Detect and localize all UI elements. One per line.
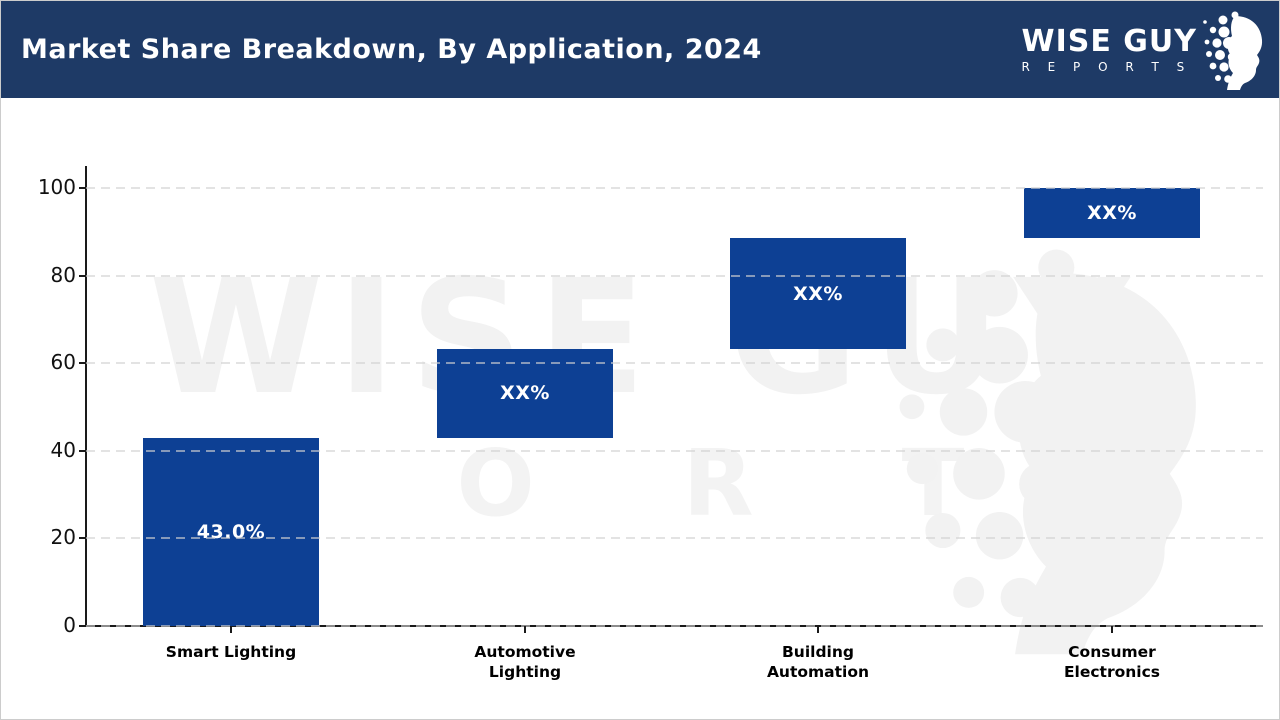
y-axis-tick	[79, 625, 86, 627]
x-axis-tick	[1111, 626, 1113, 633]
x-category-label-line: Lighting	[488, 663, 562, 682]
y-tick-label: 0	[63, 613, 76, 637]
x-category-label-line: Electronics	[1063, 663, 1161, 682]
y-axis-tick	[79, 449, 86, 452]
x-category-label: Smart Lighting	[121, 642, 341, 662]
logo-text: WISE GUY R E P O R T S	[1021, 23, 1197, 74]
x-category-label: Automotive Lighting	[415, 642, 635, 682]
y-axis-tick	[79, 537, 86, 540]
logo-wordmark: WISE GUY	[1021, 23, 1197, 59]
x-axis-tick	[524, 626, 526, 633]
page-title: Market Share Breakdown, By Application, …	[21, 34, 762, 65]
x-category-label: Consumer Electronics	[1002, 642, 1222, 682]
x-axis-tick	[230, 626, 232, 633]
gridline	[86, 625, 1263, 627]
x-category-label-line: Automotive	[474, 643, 576, 661]
y-tick-label: 80	[50, 262, 76, 287]
bar-segment: XX%	[1024, 188, 1200, 238]
x-category-label: Building Automation	[708, 642, 928, 682]
y-axis-tick	[79, 362, 86, 365]
y-tick-label: 60	[50, 350, 76, 375]
bar-value-label: 43.0%	[196, 520, 266, 543]
bar-value-label: XX%	[793, 282, 843, 305]
logo-face-icon	[1203, 11, 1263, 90]
y-tick-label: 40	[50, 437, 76, 462]
bar-segment: 43.0%	[143, 437, 319, 626]
bar-value-label: XX%	[1087, 201, 1137, 224]
x-category-label-line: Automation	[766, 663, 870, 682]
y-tick-label: 20	[50, 525, 76, 550]
gridline	[86, 274, 1263, 277]
y-axis	[85, 166, 87, 627]
x-category-label-line: Building	[781, 643, 854, 661]
y-axis-tick	[79, 274, 86, 277]
x-category-label-line: Consumer	[1068, 643, 1156, 661]
plot-area: 43.0% XX% XX% XX% 0 20 40 60 80 100 Smart Lighting…	[1, 98, 1279, 719]
logo-subtitle: R E P O R T S	[1021, 59, 1192, 74]
wiseguy-logo: WISE GUY R E P O R T S	[1021, 9, 1265, 91]
y-axis-tick	[79, 187, 86, 189]
chart-canvas: WISE GUY P O R T S 43.0% XX% XX% XX% 0 20 40 60…	[1, 98, 1279, 719]
y-tick-label: 100	[37, 175, 76, 199]
bar-segment: XX%	[730, 237, 906, 350]
x-category-label-line: Smart Lighting	[165, 643, 297, 661]
gridline	[86, 187, 1263, 189]
gridline	[86, 449, 1263, 452]
gridline	[86, 362, 1263, 365]
gridline	[86, 537, 1263, 540]
x-axis-tick	[817, 626, 819, 633]
bar-value-label: XX%	[500, 382, 550, 405]
header-bar: Market Share Breakdown, By Application, …	[1, 1, 1279, 98]
